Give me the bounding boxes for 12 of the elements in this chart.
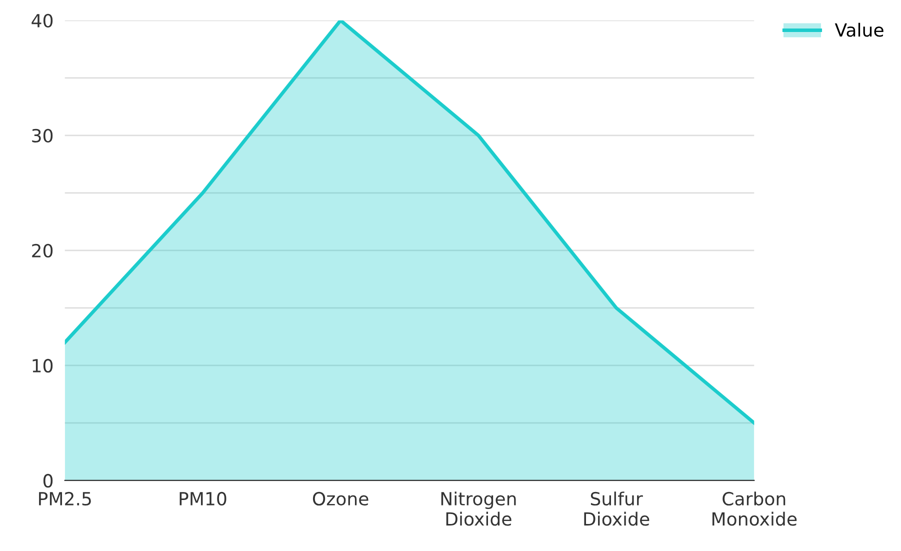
- x-tick-label: PM2.5: [39, 492, 91, 506]
- x-tick-label: Ozone: [312, 492, 368, 506]
- x-tick-label: Nitrogen Dioxide: [441, 492, 516, 526]
- x-tick-label: PM10: [180, 492, 226, 506]
- x-tick-label: Carbon Monoxide: [712, 492, 797, 526]
- y-tick-label: 0: [43, 474, 53, 488]
- x-tick-label: Sulfur Dioxide: [584, 492, 650, 526]
- legend-label: Value: [834, 22, 884, 37]
- y-tick-label: 30: [32, 128, 53, 143]
- y-tick-label: 10: [32, 358, 53, 373]
- y-tick-label: 20: [32, 244, 53, 258]
- y-tick-label: 40: [32, 14, 53, 28]
